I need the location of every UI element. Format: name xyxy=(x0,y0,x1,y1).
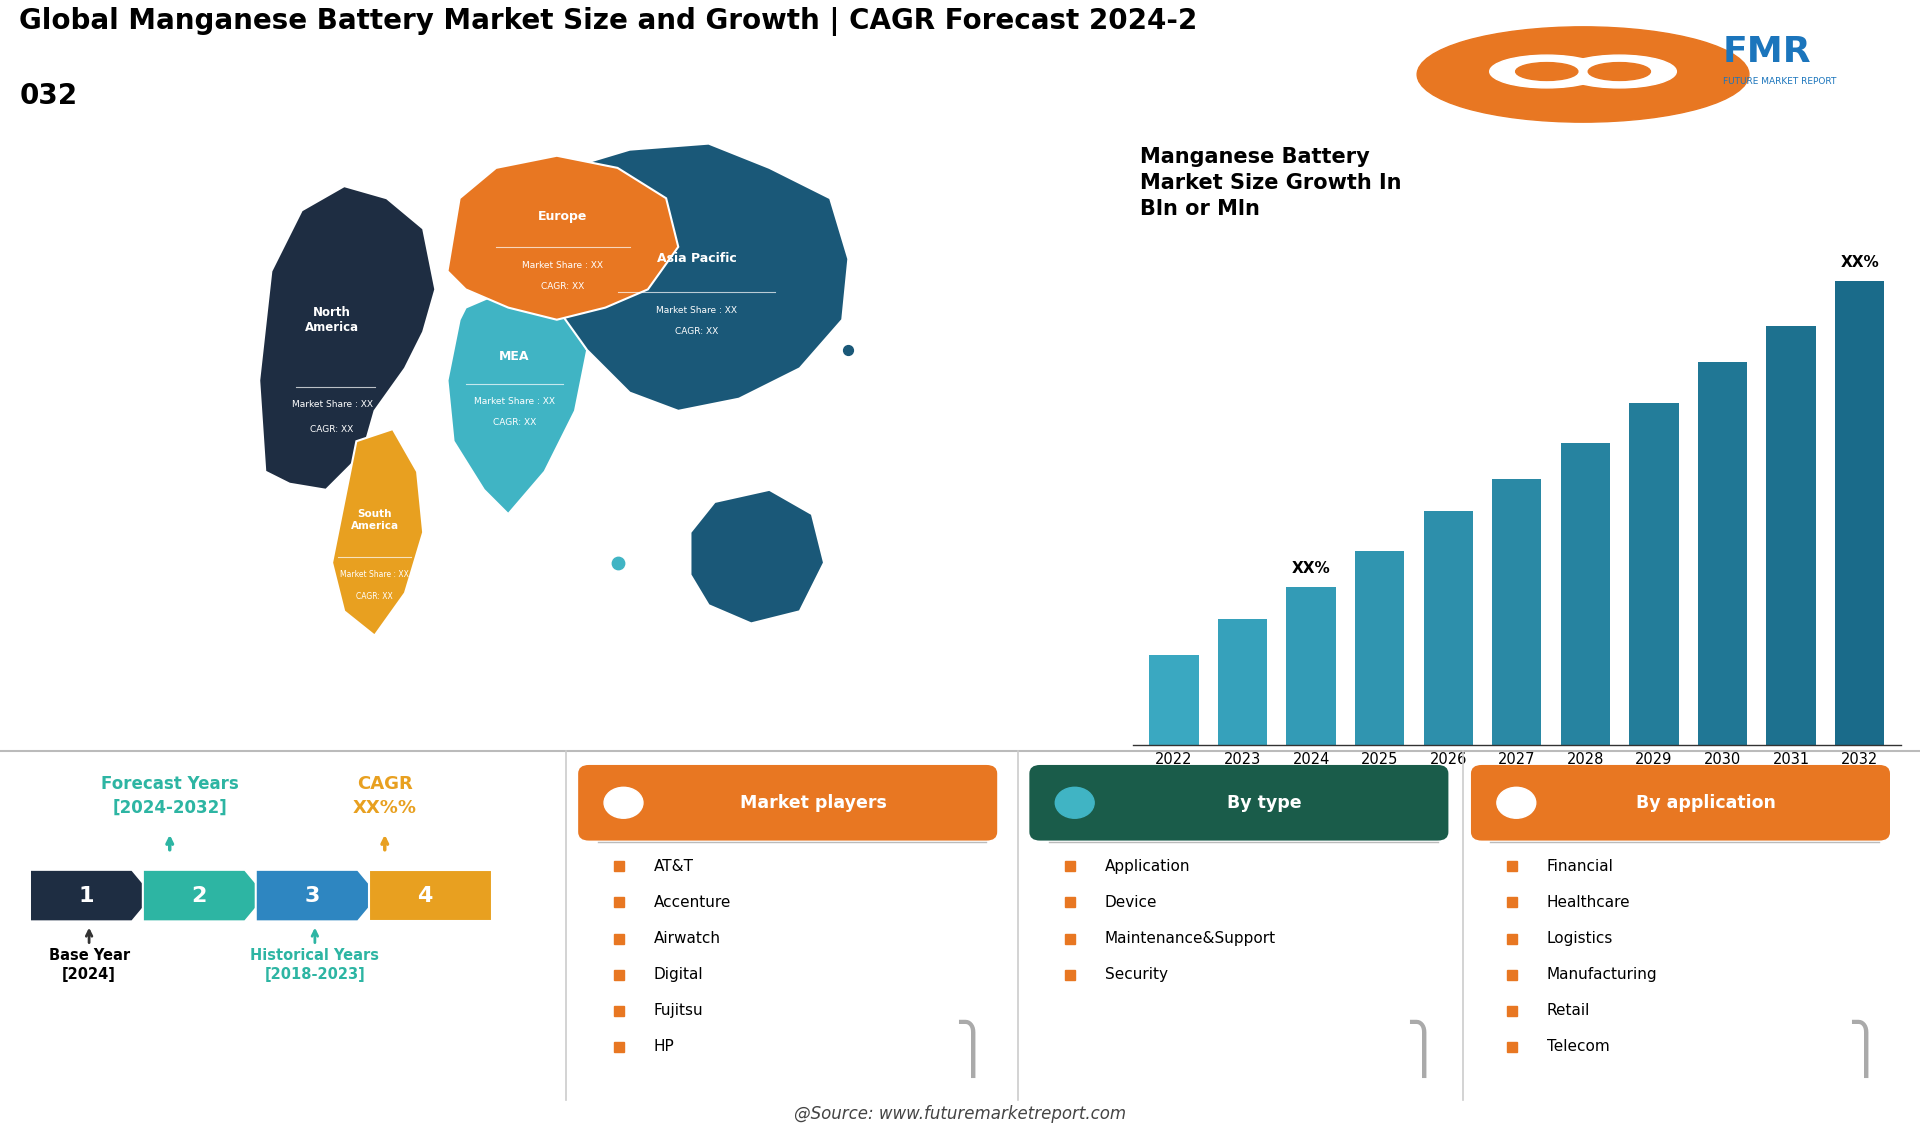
Text: Digital: Digital xyxy=(653,967,703,982)
Text: Market Share : XX: Market Share : XX xyxy=(340,571,409,580)
Text: ⎫: ⎫ xyxy=(1405,1020,1442,1077)
Text: @Source: www.futuremarketreport.com: @Source: www.futuremarketreport.com xyxy=(795,1106,1125,1123)
Bar xyxy=(1836,282,1884,745)
Text: Market players: Market players xyxy=(741,794,887,811)
Bar xyxy=(1286,588,1336,745)
Text: AT&T: AT&T xyxy=(653,858,693,874)
FancyBboxPatch shape xyxy=(1471,766,1889,841)
Text: Maintenance&Support: Maintenance&Support xyxy=(1106,931,1277,947)
Polygon shape xyxy=(142,870,267,921)
Bar xyxy=(1548,65,1619,78)
Text: Healthcare: Healthcare xyxy=(1548,895,1630,910)
Text: Forecast Years: Forecast Years xyxy=(102,775,238,793)
Text: ⎫: ⎫ xyxy=(1847,1020,1884,1077)
Text: Base Year: Base Year xyxy=(48,948,131,964)
Polygon shape xyxy=(691,489,824,623)
Polygon shape xyxy=(369,870,492,921)
Text: Europe: Europe xyxy=(538,210,588,223)
Text: FMR: FMR xyxy=(1722,36,1812,69)
Circle shape xyxy=(1588,63,1651,80)
Text: Financial: Financial xyxy=(1548,858,1613,874)
Text: Airwatch: Airwatch xyxy=(653,931,720,947)
Text: 032: 032 xyxy=(19,83,77,110)
Text: HP: HP xyxy=(653,1039,674,1054)
Bar xyxy=(1150,654,1198,745)
Text: Manufacturing: Manufacturing xyxy=(1548,967,1657,982)
Text: XX%: XX% xyxy=(1292,562,1331,576)
Bar xyxy=(1217,619,1267,745)
Polygon shape xyxy=(332,429,422,636)
Text: 2: 2 xyxy=(192,886,207,905)
Text: 3: 3 xyxy=(305,886,321,905)
Text: CAGR: XX: CAGR: XX xyxy=(674,328,718,337)
Text: CAGR: XX: CAGR: XX xyxy=(311,424,353,433)
Text: CAGR: XX: CAGR: XX xyxy=(541,282,584,291)
Circle shape xyxy=(605,787,643,818)
Text: Market Share : XX: Market Share : XX xyxy=(522,260,603,269)
Polygon shape xyxy=(447,289,588,515)
Polygon shape xyxy=(557,143,849,410)
Text: Fujitsu: Fujitsu xyxy=(653,1003,703,1019)
Point xyxy=(833,342,864,360)
Text: South
America: South America xyxy=(351,509,399,531)
FancyBboxPatch shape xyxy=(1029,766,1448,841)
Bar xyxy=(1356,551,1404,745)
Circle shape xyxy=(1515,63,1578,80)
Circle shape xyxy=(1417,26,1749,123)
Text: Application: Application xyxy=(1106,858,1190,874)
Point xyxy=(603,554,634,572)
Text: 4: 4 xyxy=(417,886,432,905)
Text: Market Share : XX: Market Share : XX xyxy=(657,306,737,315)
Text: XX%%: XX%% xyxy=(353,799,417,817)
Text: [2018-2023]: [2018-2023] xyxy=(265,967,365,982)
Text: By type: By type xyxy=(1227,794,1302,811)
Text: MEA: MEA xyxy=(499,350,530,362)
Text: Accenture: Accenture xyxy=(653,895,732,910)
Text: 1: 1 xyxy=(79,886,94,905)
Circle shape xyxy=(1563,55,1676,88)
Text: Asia Pacific: Asia Pacific xyxy=(657,252,737,266)
FancyBboxPatch shape xyxy=(578,766,996,841)
Circle shape xyxy=(1498,787,1536,818)
Text: Retail: Retail xyxy=(1548,1003,1590,1019)
Text: Logistics: Logistics xyxy=(1548,931,1613,947)
Text: Device: Device xyxy=(1106,895,1158,910)
Text: Market Share : XX: Market Share : XX xyxy=(292,400,372,409)
Text: North
America: North America xyxy=(305,306,359,333)
Text: Manganese Battery
Market Size Growth In
Bln or Mln: Manganese Battery Market Size Growth In … xyxy=(1140,147,1402,219)
Text: [2024-2032]: [2024-2032] xyxy=(113,799,227,817)
Bar xyxy=(1766,327,1816,745)
Text: CAGR: XX: CAGR: XX xyxy=(357,591,394,601)
Text: [2024]: [2024] xyxy=(61,967,115,982)
Text: By application: By application xyxy=(1636,794,1776,811)
Bar xyxy=(1630,403,1678,745)
Text: FUTURE MARKET REPORT: FUTURE MARKET REPORT xyxy=(1722,78,1836,86)
Polygon shape xyxy=(447,156,678,320)
Bar xyxy=(1561,444,1611,745)
Polygon shape xyxy=(31,870,154,921)
Text: Security: Security xyxy=(1106,967,1167,982)
Circle shape xyxy=(1490,55,1603,88)
Text: CAGR: CAGR xyxy=(357,775,413,793)
Text: XX%: XX% xyxy=(1839,256,1880,270)
Text: Historical Years: Historical Years xyxy=(250,948,380,964)
Bar xyxy=(1697,362,1747,745)
Text: Telecom: Telecom xyxy=(1548,1039,1609,1054)
Text: ⎫: ⎫ xyxy=(954,1020,991,1077)
Polygon shape xyxy=(259,186,436,489)
Text: Global Manganese Battery Market Size and Growth | CAGR Forecast 2024-2: Global Manganese Battery Market Size and… xyxy=(19,8,1198,37)
Bar xyxy=(1423,511,1473,745)
Text: CAGR: XX: CAGR: XX xyxy=(493,418,536,427)
Text: Market Share : XX: Market Share : XX xyxy=(474,398,555,406)
Circle shape xyxy=(1056,787,1094,818)
Polygon shape xyxy=(255,870,380,921)
Bar xyxy=(1492,479,1542,745)
